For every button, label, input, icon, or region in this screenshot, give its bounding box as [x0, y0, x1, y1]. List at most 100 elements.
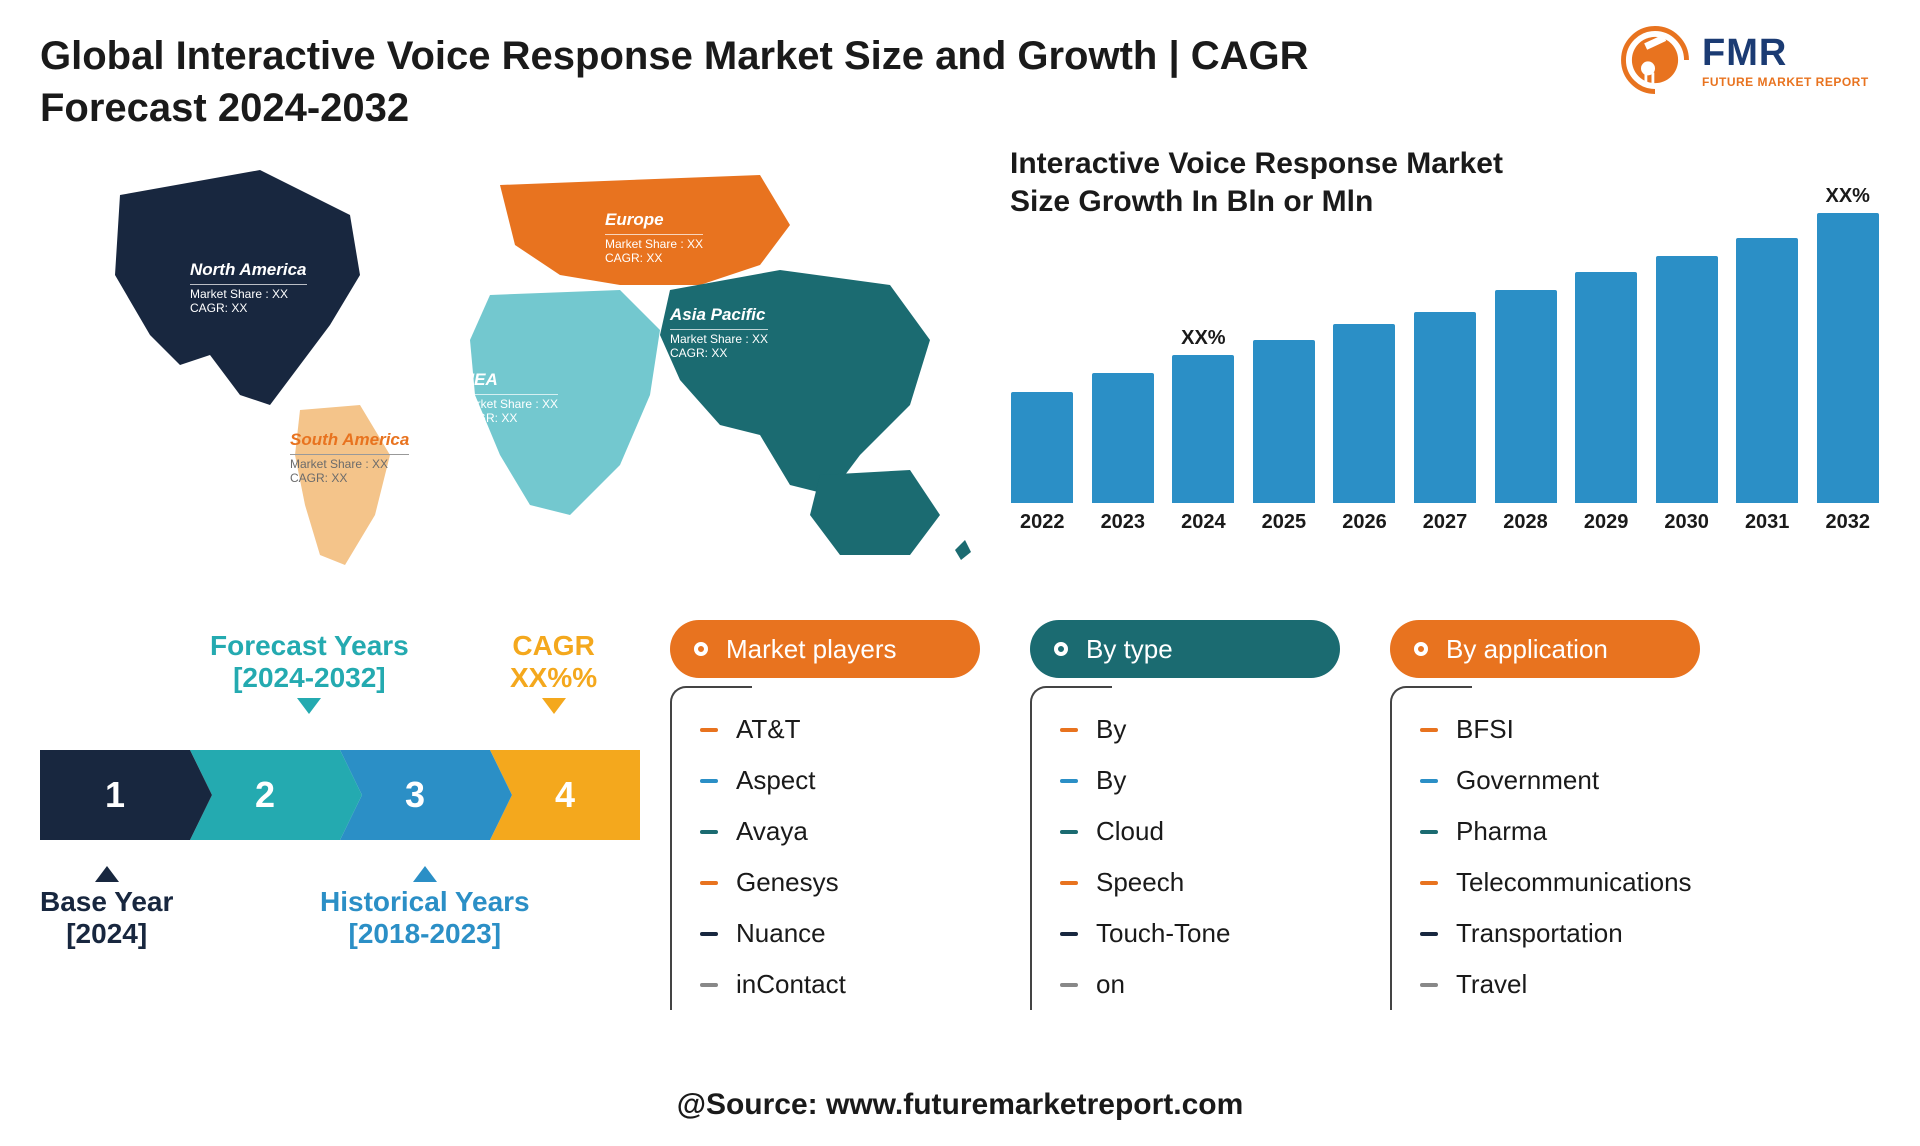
- bar-annotation: XX%: [1181, 327, 1225, 350]
- bar-2032: XX%2032: [1815, 213, 1880, 534]
- section-list-players: AT&T Aspect Avaya Genesys Nuance inContact: [670, 704, 980, 1010]
- list-item-label: inContact: [736, 969, 846, 1000]
- bar: [1575, 272, 1637, 503]
- label-asia-pacific: Asia Pacific Market Share : XX CAGR: XX: [670, 305, 768, 360]
- list-item: on: [1032, 959, 1340, 1010]
- tick-icon: [700, 932, 718, 936]
- bar-2024: XX%2024: [1171, 355, 1236, 534]
- tick-icon: [1060, 881, 1078, 885]
- tick-icon: [1060, 779, 1078, 783]
- label-mea: MEA Market Share : XX CAGR: XX: [460, 370, 558, 425]
- bar-2026: 2026: [1332, 324, 1397, 534]
- tick-icon: [1420, 830, 1438, 834]
- chart-title: Interactive Voice Response Market Size G…: [1010, 145, 1510, 220]
- tick-icon: [700, 728, 718, 732]
- list-item-label: Travel: [1456, 969, 1527, 1000]
- bar-year-label: 2023: [1101, 511, 1146, 534]
- label-europe: Europe Market Share : XX CAGR: XX: [605, 210, 703, 265]
- bar-2023: 2023: [1091, 373, 1156, 534]
- list-item-label: Cloud: [1096, 816, 1164, 847]
- list-item: Pharma: [1392, 806, 1700, 857]
- list-item-label: Nuance: [736, 918, 826, 949]
- list-item-label: Avaya: [736, 816, 808, 847]
- logo-initials: FMR: [1702, 32, 1869, 75]
- bar: [1495, 290, 1557, 503]
- arrow-down-icon: [297, 698, 321, 714]
- list-item-label: BFSI: [1456, 714, 1514, 745]
- bar-2030: 2030: [1654, 256, 1719, 534]
- list-item: Telecommunications: [1392, 857, 1700, 908]
- list-item: AT&T: [672, 704, 980, 755]
- list-item-label: Touch-Tone: [1096, 918, 1230, 949]
- bar-2025: 2025: [1252, 340, 1317, 535]
- timeline-step-4: 4: [490, 750, 640, 840]
- list-item-label: Telecommunications: [1456, 867, 1692, 898]
- list-item: BFSI: [1392, 704, 1700, 755]
- bar: [1656, 256, 1718, 503]
- bar-year-label: 2030: [1664, 511, 1709, 534]
- tick-icon: [700, 881, 718, 885]
- bar-year-label: 2022: [1020, 511, 1065, 534]
- heading-text: By type: [1086, 634, 1173, 665]
- tick-icon: [700, 830, 718, 834]
- bar-year-label: 2031: [1745, 511, 1790, 534]
- bar-year-label: 2025: [1262, 511, 1307, 534]
- list-item: Avaya: [672, 806, 980, 857]
- tick-icon: [1420, 932, 1438, 936]
- list-item: By: [1032, 704, 1340, 755]
- list-item-label: Aspect: [736, 765, 816, 796]
- region-south-america: [295, 405, 390, 565]
- list-item: Speech: [1032, 857, 1340, 908]
- list-item: Nuance: [672, 908, 980, 959]
- bar-2022: 2022: [1010, 392, 1075, 534]
- list-item-label: Government: [1456, 765, 1599, 796]
- bar-year-label: 2027: [1423, 511, 1468, 534]
- list-item: Cloud: [1032, 806, 1340, 857]
- list-item: Travel: [1392, 959, 1700, 1010]
- section-app: By application BFSI Government Pharma Teleco…: [1390, 620, 1700, 1010]
- list-item: Genesys: [672, 857, 980, 908]
- list-item: inContact: [672, 959, 980, 1010]
- cagr-label: CAGR XX%%: [510, 630, 597, 714]
- bar-year-label: 2029: [1584, 511, 1629, 534]
- section-type: By typeByByCloudSpeechTouch-Toneon: [1030, 620, 1340, 1010]
- tick-icon: [1060, 932, 1078, 936]
- historical-years-label: Historical Years [2018-2023]: [320, 862, 530, 950]
- bar: [1333, 324, 1395, 503]
- bar-year-label: 2026: [1342, 511, 1387, 534]
- growth-bar-chart: Interactive Voice Response Market Size G…: [1010, 145, 1880, 575]
- section-heading-players: Market players: [670, 620, 980, 678]
- arrow-up-icon: [413, 866, 437, 882]
- bar-year-label: 2024: [1181, 511, 1226, 534]
- list-item: Transportation: [1392, 908, 1700, 959]
- world-map: North America Market Share : XX CAGR: XX…: [60, 155, 980, 575]
- list-item-label: Transportation: [1456, 918, 1623, 949]
- list-item-label: Genesys: [736, 867, 839, 898]
- tick-icon: [1420, 728, 1438, 732]
- list-item-label: Speech: [1096, 867, 1184, 898]
- bar-annotation: XX%: [1826, 185, 1870, 208]
- bar-2031: 2031: [1735, 238, 1800, 534]
- list-item: Government: [1392, 755, 1700, 806]
- label-north-america: North America Market Share : XX CAGR: XX: [190, 260, 307, 315]
- heading-text: By application: [1446, 634, 1608, 665]
- timeline-step-3: 3: [340, 750, 490, 840]
- arrow-down-icon: [542, 698, 566, 714]
- brand-logo: FMR FUTURE MARKET REPORT: [1620, 20, 1880, 100]
- tick-icon: [1420, 779, 1438, 783]
- section-heading-type: By type: [1030, 620, 1340, 678]
- telescope-icon: [1620, 25, 1690, 95]
- bar: [1253, 340, 1315, 504]
- list-item-label: on: [1096, 969, 1125, 1000]
- section-list-app: BFSI Government Pharma Telecommunications Tr…: [1390, 704, 1700, 1010]
- list-item-label: AT&T: [736, 714, 801, 745]
- tick-icon: [700, 983, 718, 987]
- timeline-step-1: 1: [40, 750, 190, 840]
- list-item-label: Pharma: [1456, 816, 1547, 847]
- tick-icon: [1060, 728, 1078, 732]
- bullet-icon: [1054, 642, 1068, 656]
- list-item-label: By: [1096, 714, 1126, 745]
- tick-icon: [1420, 983, 1438, 987]
- tick-icon: [1420, 881, 1438, 885]
- heading-text: Market players: [726, 634, 897, 665]
